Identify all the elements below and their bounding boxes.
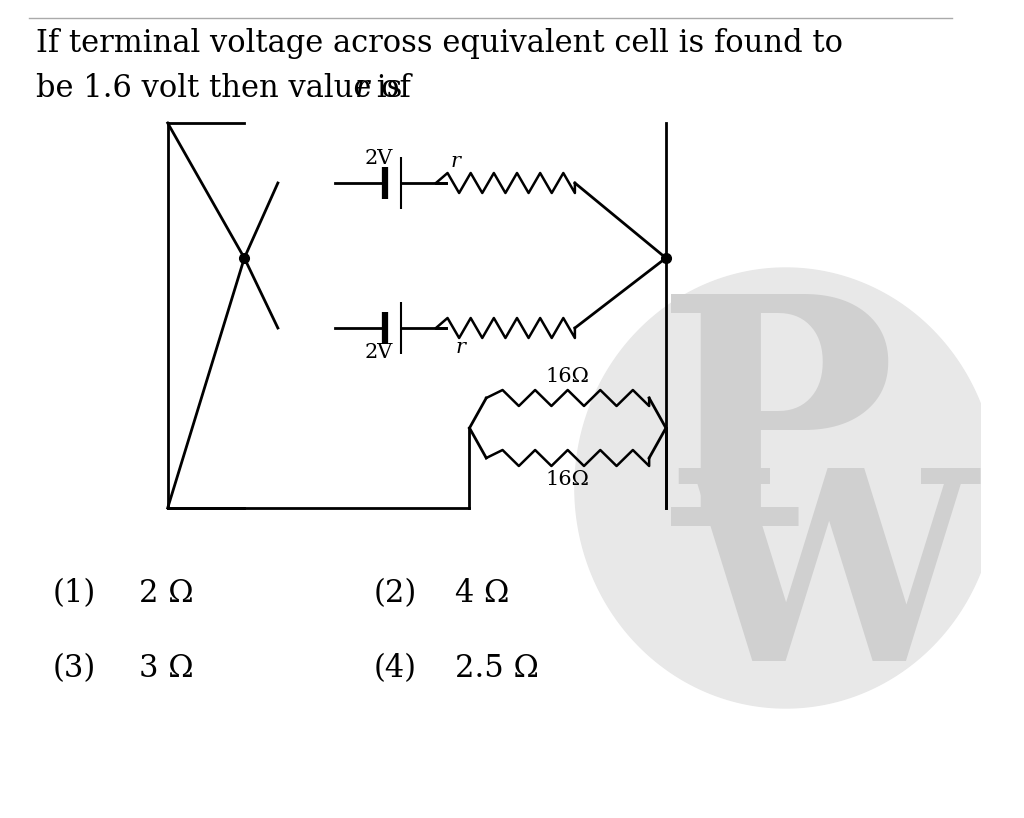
Text: 2V: 2V — [365, 149, 392, 168]
Text: If terminal voltage across equivalent cell is found to: If terminal voltage across equivalent ce… — [37, 28, 844, 59]
Text: (2): (2) — [374, 578, 417, 609]
Text: (4): (4) — [374, 653, 417, 684]
Text: 4 Ω: 4 Ω — [455, 578, 510, 609]
Text: r: r — [354, 73, 369, 104]
Text: 2 Ω: 2 Ω — [139, 578, 194, 609]
Text: 2V: 2V — [365, 343, 392, 362]
Text: 16Ω: 16Ω — [546, 470, 590, 489]
Text: 2.5 Ω: 2.5 Ω — [455, 653, 539, 684]
Polygon shape — [574, 268, 996, 708]
Text: r: r — [455, 338, 465, 357]
Text: P: P — [656, 284, 896, 592]
Text: is: is — [367, 73, 402, 104]
Text: (1): (1) — [52, 578, 96, 609]
Text: r: r — [451, 152, 461, 171]
Text: (3): (3) — [52, 653, 96, 684]
Text: 3 Ω: 3 Ω — [139, 653, 194, 684]
Text: W: W — [681, 460, 977, 716]
Text: 16Ω: 16Ω — [546, 367, 590, 386]
Text: be 1.6 volt then value of: be 1.6 volt then value of — [37, 73, 421, 104]
